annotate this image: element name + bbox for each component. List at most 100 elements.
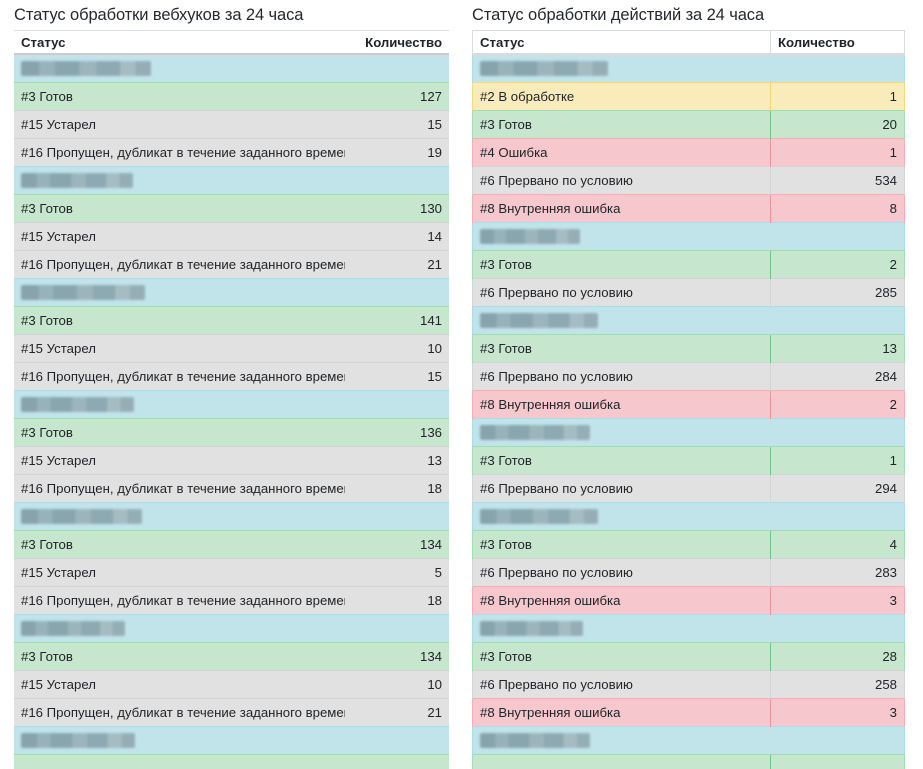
group-header-row — [473, 307, 905, 335]
status-cell: #6 Прервано по условию — [473, 363, 771, 391]
status-cell: #15 Устарел — [14, 111, 345, 139]
group-header-row — [14, 167, 449, 195]
group-header-row — [473, 419, 905, 447]
status-cell: #15 Устарел — [14, 223, 345, 251]
redacted-group-label — [21, 173, 133, 188]
status-cell: #3 Готов — [473, 251, 771, 279]
webhooks-status-panel: Статус обработки вебхуков за 24 часа Ста… — [14, 0, 449, 769]
count-cell: 134 — [345, 643, 449, 671]
status-cell: #8 Внутренняя ошибка — [473, 587, 771, 615]
group-header-row — [14, 503, 449, 531]
status-cell: #15 Устарел — [14, 335, 345, 363]
count-cell: 15 — [345, 363, 449, 391]
count-cell: 534 — [771, 167, 905, 195]
count-cell: 5 — [345, 559, 449, 587]
group-header-row — [14, 54, 449, 83]
group-header-cell — [473, 419, 905, 447]
status-cell — [473, 755, 771, 769]
status-row: #16 Пропущен, дубликат в течение заданно… — [14, 587, 449, 615]
count-cell: 28 — [771, 643, 905, 671]
count-cell: 1 — [771, 139, 905, 167]
column-header-count: Количество — [771, 31, 905, 55]
count-cell: 283 — [771, 559, 905, 587]
group-header-cell — [14, 167, 449, 195]
count-cell: 13 — [345, 447, 449, 475]
group-header-cell — [14, 54, 449, 83]
count-cell: 3 — [771, 699, 905, 727]
column-header-status: Статус — [473, 31, 771, 55]
count-cell: 294 — [771, 475, 905, 503]
count-cell: 2 — [771, 251, 905, 279]
group-header-row — [14, 279, 449, 307]
column-header-status: Статус — [14, 31, 345, 55]
redacted-group-label — [480, 425, 590, 440]
status-row: #16 Пропущен, дубликат в течение заданно… — [14, 699, 449, 727]
redacted-group-label — [21, 621, 125, 636]
partial-status-row — [14, 755, 449, 769]
status-cell: #3 Готов — [473, 335, 771, 363]
status-cell: #6 Прервано по условию — [473, 559, 771, 587]
group-header-cell — [473, 307, 905, 335]
redacted-group-label — [21, 397, 134, 412]
status-cell: #3 Готов — [14, 531, 345, 559]
group-header-cell — [14, 279, 449, 307]
count-cell: 18 — [345, 587, 449, 615]
status-row: #16 Пропущен, дубликат в течение заданно… — [14, 475, 449, 503]
status-cell: #3 Готов — [14, 195, 345, 223]
status-cell: #3 Готов — [473, 531, 771, 559]
count-cell: 14 — [345, 223, 449, 251]
redacted-group-label — [480, 733, 590, 748]
status-cell: #6 Прервано по условию — [473, 279, 771, 307]
header-row: Статус Количество — [473, 31, 905, 55]
redacted-group-label — [480, 621, 583, 636]
status-cell: #16 Пропущен, дубликат в течение заданно… — [14, 475, 345, 503]
status-cell: #16 Пропущен, дубликат в течение заданно… — [14, 139, 345, 167]
count-cell: 258 — [771, 671, 905, 699]
count-cell: 1 — [771, 83, 905, 111]
panel-title: Статус обработки действий за 24 часа — [472, 7, 905, 24]
count-cell: 134 — [345, 531, 449, 559]
count-cell: 3 — [771, 587, 905, 615]
redacted-group-label — [21, 733, 135, 748]
count-cell: 285 — [771, 279, 905, 307]
count-cell: 21 — [345, 699, 449, 727]
redacted-group-label — [480, 229, 580, 244]
redacted-group-label — [21, 509, 142, 524]
status-cell: #6 Прервано по условию — [473, 671, 771, 699]
column-header-count: Количество — [345, 31, 449, 55]
group-header-row — [14, 615, 449, 643]
status-cell: #3 Готов — [14, 419, 345, 447]
status-cell — [14, 755, 345, 769]
count-cell: 18 — [345, 475, 449, 503]
count-cell: 20 — [771, 111, 905, 139]
count-cell: 2 — [771, 391, 905, 419]
count-cell: 284 — [771, 363, 905, 391]
partial-status-row — [473, 755, 905, 769]
group-header-cell — [473, 615, 905, 643]
status-row: #16 Пропущен, дубликат в течение заданно… — [14, 363, 449, 391]
group-header-row — [473, 503, 905, 531]
group-header-cell — [14, 727, 449, 755]
